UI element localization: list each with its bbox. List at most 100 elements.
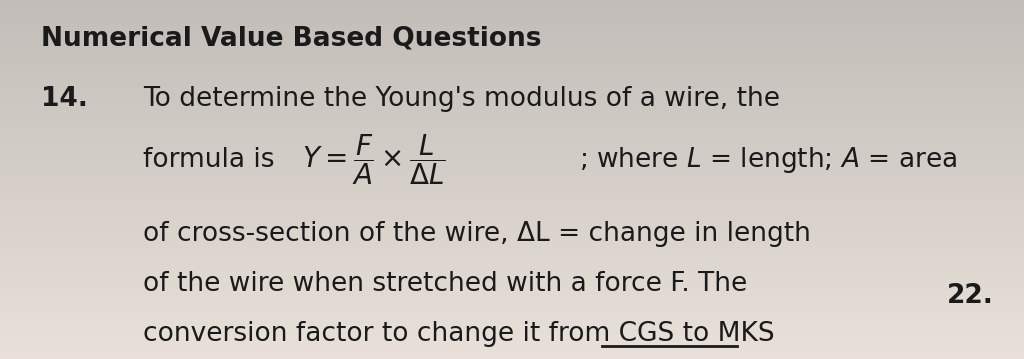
- Bar: [0, 312, 1024, 316]
- Bar: [0, 230, 1024, 233]
- Bar: [0, 32, 1024, 36]
- Bar: [0, 266, 1024, 269]
- Bar: [0, 248, 1024, 251]
- Bar: [0, 345, 1024, 348]
- Bar: [0, 233, 1024, 237]
- Text: of the wire when stretched with a force F. The: of the wire when stretched with a force …: [143, 271, 748, 297]
- Bar: [0, 215, 1024, 219]
- Bar: [0, 280, 1024, 284]
- Bar: [0, 284, 1024, 287]
- Bar: [0, 11, 1024, 14]
- Bar: [0, 108, 1024, 111]
- Bar: [0, 36, 1024, 39]
- Bar: [0, 50, 1024, 54]
- Bar: [0, 83, 1024, 86]
- Bar: [0, 0, 1024, 4]
- Bar: [0, 180, 1024, 183]
- Bar: [0, 305, 1024, 309]
- Text: $\mathit{Y}=\dfrac{F}{A}\times\dfrac{L}{\Delta L}$: $\mathit{Y}=\dfrac{F}{A}\times\dfrac{L}{…: [302, 132, 446, 187]
- Bar: [0, 72, 1024, 75]
- Bar: [0, 104, 1024, 108]
- Bar: [0, 352, 1024, 355]
- Bar: [0, 29, 1024, 32]
- Bar: [0, 255, 1024, 258]
- Text: conversion factor to change it from CGS to MKS: conversion factor to change it from CGS …: [143, 321, 775, 347]
- Bar: [0, 4, 1024, 7]
- Bar: [0, 187, 1024, 190]
- Bar: [0, 273, 1024, 276]
- Bar: [0, 323, 1024, 327]
- Bar: [0, 129, 1024, 133]
- Text: 14.: 14.: [41, 86, 88, 112]
- Text: ; where $L$ = length; $A$ = area: ; where $L$ = length; $A$ = area: [579, 145, 956, 175]
- Bar: [0, 93, 1024, 97]
- Bar: [0, 172, 1024, 176]
- Bar: [0, 337, 1024, 341]
- Bar: [0, 212, 1024, 215]
- Bar: [0, 68, 1024, 72]
- Bar: [0, 226, 1024, 230]
- Bar: [0, 197, 1024, 201]
- Text: of cross-section of the wire, ΔL = change in length: of cross-section of the wire, ΔL = chang…: [143, 221, 811, 247]
- Bar: [0, 133, 1024, 136]
- Bar: [0, 90, 1024, 93]
- Bar: [0, 147, 1024, 151]
- Bar: [0, 262, 1024, 266]
- Bar: [0, 111, 1024, 115]
- Bar: [0, 22, 1024, 25]
- Bar: [0, 14, 1024, 18]
- Bar: [0, 237, 1024, 241]
- Bar: [0, 258, 1024, 262]
- Bar: [0, 25, 1024, 29]
- Bar: [0, 140, 1024, 144]
- Bar: [0, 151, 1024, 154]
- Bar: [0, 86, 1024, 90]
- Bar: [0, 269, 1024, 273]
- Bar: [0, 287, 1024, 291]
- Bar: [0, 169, 1024, 172]
- Bar: [0, 244, 1024, 248]
- Bar: [0, 201, 1024, 205]
- Bar: [0, 47, 1024, 50]
- Bar: [0, 316, 1024, 320]
- Bar: [0, 136, 1024, 140]
- Bar: [0, 54, 1024, 57]
- Bar: [0, 18, 1024, 22]
- Bar: [0, 223, 1024, 226]
- Bar: [0, 251, 1024, 255]
- Bar: [0, 241, 1024, 244]
- Text: Numerical Value Based Questions: Numerical Value Based Questions: [41, 25, 542, 51]
- Bar: [0, 97, 1024, 101]
- Bar: [0, 115, 1024, 118]
- Bar: [0, 75, 1024, 79]
- Bar: [0, 154, 1024, 158]
- Bar: [0, 302, 1024, 305]
- Bar: [0, 144, 1024, 147]
- Bar: [0, 101, 1024, 104]
- Bar: [0, 158, 1024, 162]
- Text: To determine the Young's modulus of a wire, the: To determine the Young's modulus of a wi…: [143, 86, 780, 112]
- Bar: [0, 122, 1024, 126]
- Bar: [0, 205, 1024, 208]
- Bar: [0, 79, 1024, 83]
- Bar: [0, 194, 1024, 197]
- Text: 22.: 22.: [946, 283, 993, 309]
- Bar: [0, 208, 1024, 212]
- Bar: [0, 165, 1024, 169]
- Bar: [0, 355, 1024, 359]
- Text: formula is: formula is: [143, 147, 274, 173]
- Bar: [0, 183, 1024, 187]
- Bar: [0, 43, 1024, 47]
- Bar: [0, 298, 1024, 302]
- Bar: [0, 162, 1024, 165]
- Bar: [0, 276, 1024, 280]
- Bar: [0, 219, 1024, 223]
- Bar: [0, 176, 1024, 180]
- Bar: [0, 327, 1024, 330]
- Bar: [0, 118, 1024, 122]
- Bar: [0, 330, 1024, 334]
- Bar: [0, 348, 1024, 352]
- Bar: [0, 39, 1024, 43]
- Bar: [0, 341, 1024, 345]
- Bar: [0, 57, 1024, 61]
